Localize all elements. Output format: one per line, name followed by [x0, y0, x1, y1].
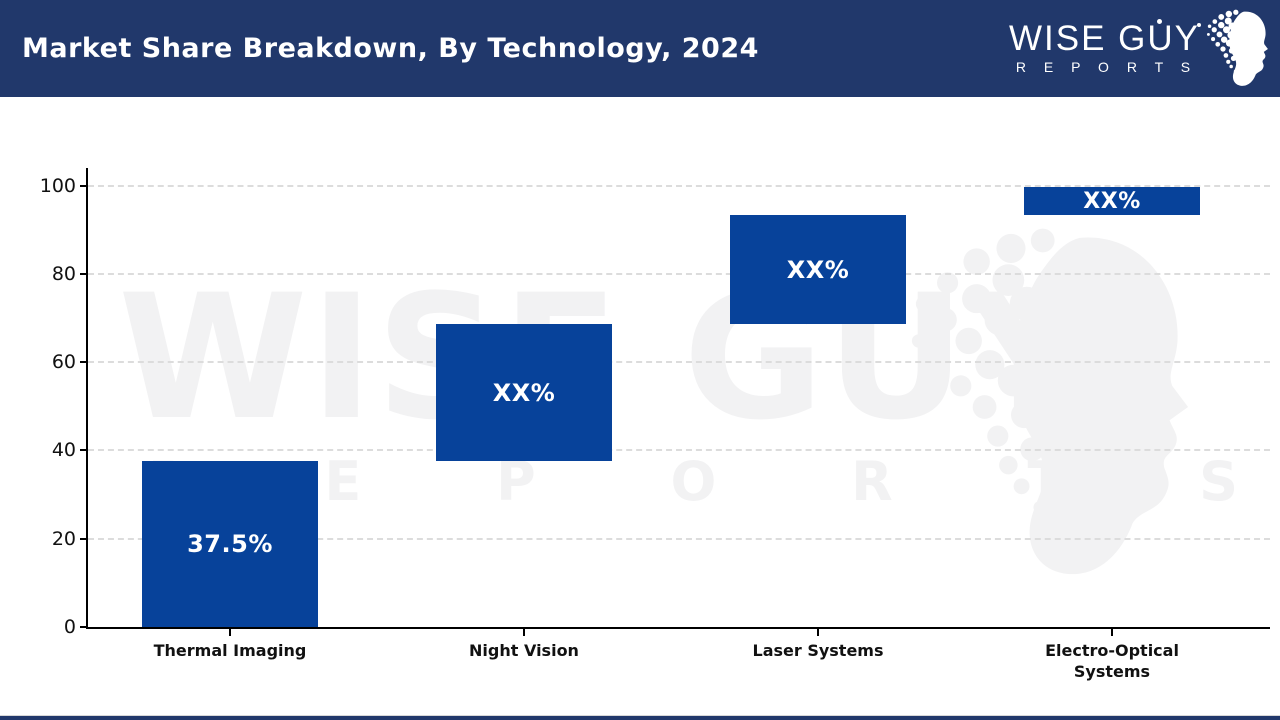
bar-night-vision[interactable]: XX%	[436, 324, 612, 462]
gridline-y60	[88, 361, 1270, 364]
brand-sub-text: R E P O R T S	[1015, 59, 1198, 75]
ytick-mark-60	[80, 361, 88, 364]
logo-dot-icon	[1197, 23, 1201, 27]
logo-dot-icon	[1157, 19, 1162, 24]
ytick-mark-40	[80, 449, 88, 452]
brand-name-text: WISE GUY	[1008, 19, 1200, 58]
bar-electro-optical-systems[interactable]: XX%	[1024, 187, 1200, 216]
gridline-y80	[88, 272, 1270, 275]
bar-value-label: XX%	[1083, 188, 1141, 214]
header-bar: Market Share Breakdown, By Technology, 2…	[0, 0, 1280, 97]
ytick-label-20: 20	[51, 527, 76, 550]
ytick-label-100: 100	[39, 174, 76, 197]
ytick-label-40: 40	[51, 439, 76, 462]
x-axis-line	[86, 627, 1270, 629]
bar-thermal-imaging[interactable]: 37.5%	[142, 461, 318, 627]
ytick-mark-20	[80, 537, 88, 540]
xtick-mark-0	[229, 628, 231, 636]
brand-logo-text: WISE GUY R E P O R T S	[1008, 19, 1201, 76]
xtick-mark-3	[1111, 628, 1113, 636]
ytick-label-80: 80	[51, 262, 76, 285]
ytick-label-60: 60	[51, 351, 76, 374]
y-axis-line	[86, 168, 88, 629]
bar-value-label: 37.5%	[187, 530, 273, 559]
ytick-label-0: 0	[63, 616, 76, 638]
gridline-y100	[88, 184, 1270, 187]
bar-value-label: XX%	[492, 378, 556, 407]
bar-laser-systems[interactable]: XX%	[730, 215, 906, 325]
xtick-label-laser-systems: Laser Systems	[752, 641, 884, 660]
gridline-y20	[88, 537, 1270, 540]
xtick-label-thermal-imaging: Thermal Imaging	[153, 641, 307, 660]
xtick-label-night-vision: Night Vision	[469, 641, 579, 660]
xtick-label-electro-optical-systems: Electro-Optical Systems	[1045, 641, 1179, 681]
footer-bar	[0, 715, 1280, 720]
ytick-mark-80	[80, 272, 88, 275]
brand-logo: WISE GUY R E P O R T S	[1009, 0, 1272, 97]
gridline-y40	[88, 449, 1270, 452]
brand-head-icon	[1206, 9, 1268, 86]
xtick-mark-2	[817, 628, 819, 636]
bar-value-label: XX%	[786, 255, 850, 284]
ytick-mark-0	[80, 626, 88, 628]
chart-title: Market Share Breakdown, By Technology, 2…	[22, 33, 759, 64]
ytick-mark-100	[80, 184, 88, 187]
xtick-mark-1	[523, 628, 525, 636]
